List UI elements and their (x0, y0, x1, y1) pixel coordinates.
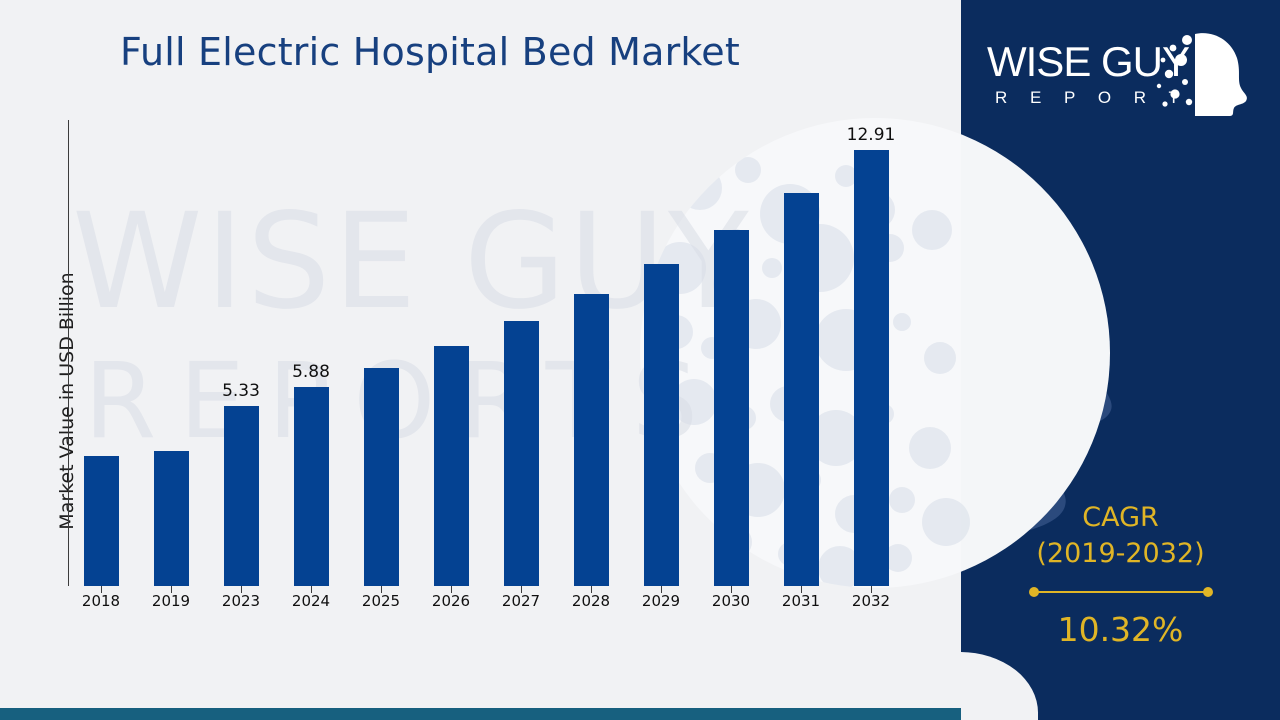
decorative-bubble (762, 258, 782, 278)
bar-2023: 5.33 (222, 381, 260, 586)
brand-logo[interactable]: WISE GUY R E P O R T S (987, 30, 1255, 116)
decorative-bubble (835, 165, 857, 187)
x-axis-labels: 2018 2019 2023 2024 2025 2026 2027 2028 2029 2030… (68, 592, 928, 616)
plot-area: 5.33 5.88 12.91 (68, 120, 928, 586)
x-tick (451, 586, 452, 593)
page-title: Full Electric Hospital Bed Market (120, 30, 740, 74)
x-tick-label: 2029 (641, 592, 681, 610)
x-axis-ticks (68, 586, 928, 594)
corner-wedge (961, 652, 1038, 720)
decorative-bubble (675, 513, 693, 531)
cagr-label: CAGR (1082, 502, 1159, 533)
decorative-bubble (678, 166, 722, 210)
bar-2031 (783, 193, 819, 586)
bar-2025 (363, 368, 399, 586)
bar-2028 (573, 294, 609, 586)
bar-2032: 12.91 (847, 125, 895, 586)
x-tick-label: 2026 (431, 592, 471, 610)
decorative-bubble (884, 544, 912, 572)
bar-series: 5.33 5.88 12.91 (68, 120, 928, 586)
logo-head-icon (1156, 33, 1247, 116)
cagr-block: CAGR (2019-2032) 10.32% (961, 500, 1280, 649)
x-tick-label: 2019 (151, 592, 191, 610)
decorative-bubble (961, 498, 970, 546)
x-tick (311, 586, 312, 593)
x-tick (731, 586, 732, 593)
x-tick-label: 2032 (851, 592, 891, 610)
cagr-divider (1028, 586, 1213, 598)
decorative-bubble (912, 210, 952, 250)
watermark-primary: WISE GUY (72, 185, 752, 339)
decorative-bubble (909, 427, 951, 469)
bar-2018 (83, 456, 119, 586)
x-tick (171, 586, 172, 593)
x-tick-label: 2018 (81, 592, 121, 610)
logo-wordmark: WISE GUY (987, 38, 1190, 85)
chart-panel: WISE GUY REPORTS Full Electric Hospital … (56, 30, 961, 616)
x-tick (101, 586, 102, 593)
cagr-range: (2019-2032) (1036, 538, 1205, 569)
x-tick (381, 586, 382, 593)
bar-2019 (153, 451, 189, 586)
x-tick-label: 2031 (781, 592, 821, 610)
x-tick (871, 586, 872, 593)
x-tick-label: 2028 (571, 592, 611, 610)
bar-2024: 5.88 (292, 362, 330, 586)
decorative-bubble (735, 157, 761, 183)
x-tick-label: 2027 (501, 592, 541, 610)
divider-dot-right (1202, 587, 1213, 597)
sidebar-panel: WISE GUY R E P O R T S CAGR (2019-2 (961, 0, 1280, 720)
x-tick (591, 586, 592, 593)
x-tick-label: 2025 (361, 592, 401, 610)
divider-dot-left (1028, 587, 1039, 597)
x-tick-label: 2030 (711, 592, 751, 610)
decorative-bubble (893, 313, 911, 331)
bar-value-label: 5.88 (292, 362, 330, 382)
decorative-bubble (671, 379, 717, 425)
divider-line (1034, 591, 1207, 593)
x-tick (801, 586, 802, 593)
bottom-accent-strip (0, 708, 961, 720)
sidebar-bubble-pattern (961, 118, 1110, 588)
cagr-value: 10.32% (1057, 610, 1184, 649)
x-tick-label: 2023 (221, 592, 261, 610)
y-axis-line (68, 120, 69, 586)
decorative-bubble (924, 342, 956, 374)
bar-value-label: 5.33 (222, 381, 260, 401)
bar-2026 (433, 346, 469, 586)
x-tick (521, 586, 522, 593)
logo-tagline: R E P O R T S (995, 88, 1222, 107)
bar-2030 (713, 230, 749, 586)
decorative-bubble (889, 487, 915, 513)
bar-2029 (643, 264, 679, 586)
x-tick (661, 586, 662, 593)
bar-2027 (503, 321, 539, 586)
bar-value-label: 12.91 (846, 125, 896, 145)
x-tick-label: 2024 (291, 592, 331, 610)
x-tick (241, 586, 242, 593)
decorative-bubble (922, 498, 961, 546)
